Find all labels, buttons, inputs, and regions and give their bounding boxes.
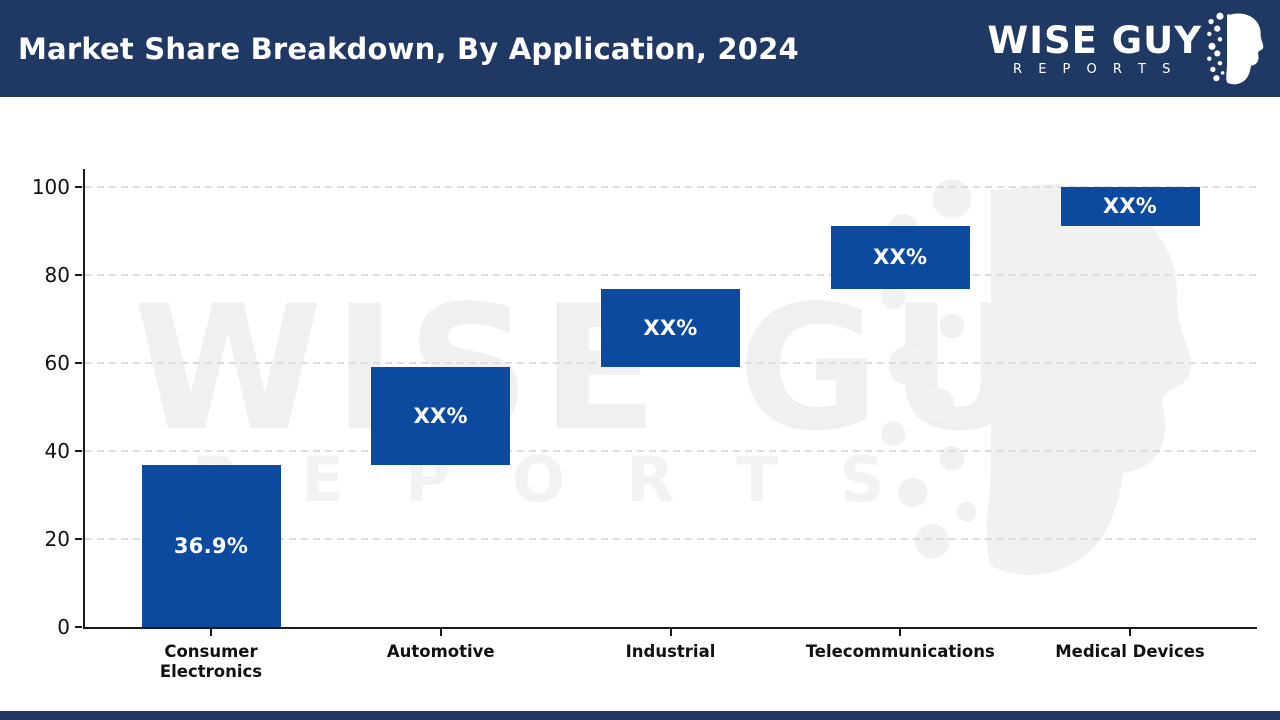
bar-value-label: XX% <box>643 315 698 340</box>
y-tick-mark <box>75 538 82 540</box>
x-axis-line <box>83 627 1257 629</box>
logo-subtitle: R E P O R T S <box>1013 61 1177 77</box>
bar-automotive: XX% <box>371 366 511 465</box>
gridline-100 <box>85 186 1257 188</box>
y-tick-label: 40 <box>44 439 70 463</box>
bar-value-label: XX% <box>413 403 468 428</box>
y-tick-label: 20 <box>44 527 70 551</box>
category-label-line: Industrial <box>625 642 716 661</box>
category-label-line: Automotive <box>386 642 495 661</box>
dotted-head-profile-icon <box>1207 12 1264 85</box>
bar-value-label: XX% <box>873 245 928 270</box>
logo-wordmark: WISE GUY <box>987 18 1202 62</box>
gridline-80 <box>85 274 1257 276</box>
x-tick-mark <box>669 629 672 636</box>
y-tick-label: 80 <box>44 263 70 287</box>
bar-medical-devices: XX% <box>1060 187 1200 226</box>
bar-consumer-electronics: 36.9% <box>141 464 281 627</box>
x-tick-label-4: Telecommunications <box>785 642 1015 662</box>
header-bar: Market Share Breakdown, By Application, … <box>0 0 1280 97</box>
bar-industrial: XX% <box>601 288 740 367</box>
x-tick-mark <box>1129 629 1131 636</box>
x-tick-label-1: Consumer Electronics <box>96 642 326 682</box>
x-tick-label-2: Automotive <box>326 642 556 662</box>
x-tick-mark <box>439 629 442 636</box>
footer-bar <box>0 711 1280 720</box>
category-label-line: Telecommunications <box>805 642 995 661</box>
category-label-line: Consumer <box>164 642 258 661</box>
wise-guy-logo: WISE GUY R E P O R T S <box>987 6 1266 92</box>
bar-telecommunications: XX% <box>830 225 970 289</box>
gridline-20 <box>85 538 1257 540</box>
x-tick-mark <box>899 629 902 636</box>
y-tick-label: 0 <box>57 615 70 639</box>
y-axis-line <box>83 169 85 629</box>
y-tick-mark <box>75 186 82 188</box>
y-tick-label: 60 <box>44 351 70 375</box>
gridline-40 <box>85 450 1257 452</box>
y-tick-mark <box>75 274 82 276</box>
y-tick-label: 100 <box>31 175 70 199</box>
bar-value-label: XX% <box>1102 194 1158 219</box>
category-label-line: Electronics <box>159 662 263 681</box>
y-tick-mark <box>75 626 82 628</box>
x-tick-label-3: Industrial <box>556 642 786 662</box>
y-tick-mark <box>75 450 82 452</box>
bar-value-label: 36.9% <box>173 533 249 558</box>
x-tick-label-5: Medical Devices <box>1015 642 1245 662</box>
y-tick-mark <box>75 362 82 364</box>
category-label-line: Medical Devices <box>1055 642 1205 661</box>
logo-text: WISE GUY R E P O R T S <box>987 18 1202 78</box>
chart-title: Market Share Breakdown, By Application, … <box>18 31 799 66</box>
x-tick-mark <box>210 629 212 636</box>
